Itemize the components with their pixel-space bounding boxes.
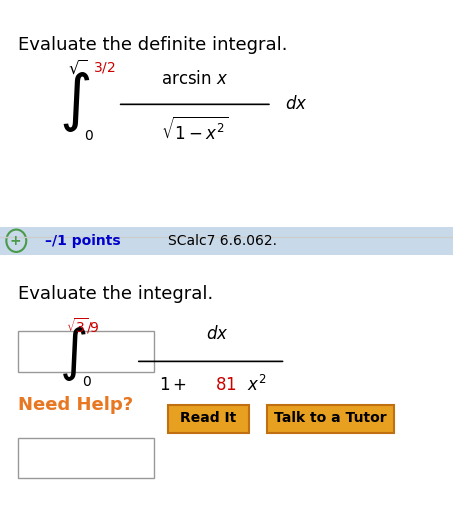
Text: Talk to a Tutor: Talk to a Tutor bbox=[275, 411, 387, 426]
Text: $x^2$: $x^2$ bbox=[247, 375, 266, 395]
Text: –/1 points: –/1 points bbox=[45, 234, 121, 248]
FancyBboxPatch shape bbox=[18, 331, 154, 372]
Text: $0$: $0$ bbox=[82, 375, 92, 389]
Text: Evaluate the integral.: Evaluate the integral. bbox=[18, 285, 213, 303]
FancyBboxPatch shape bbox=[0, 227, 453, 254]
Text: $dx$: $dx$ bbox=[206, 325, 229, 344]
Text: Evaluate the definite integral.: Evaluate the definite integral. bbox=[18, 36, 288, 53]
Text: Need Help?: Need Help? bbox=[18, 395, 133, 414]
Text: Read It: Read It bbox=[180, 411, 236, 426]
Text: +: + bbox=[9, 234, 21, 248]
Text: $dx$: $dx$ bbox=[285, 95, 308, 114]
Text: SCalc7 6.6.062.: SCalc7 6.6.062. bbox=[168, 234, 277, 248]
Text: $\sqrt{\,}$: $\sqrt{\,}$ bbox=[68, 60, 87, 78]
Text: $1 + $: $1 + $ bbox=[159, 376, 187, 394]
Text: $3/2$: $3/2$ bbox=[93, 60, 115, 75]
Text: $\sqrt{1-x^2}$: $\sqrt{1-x^2}$ bbox=[161, 116, 228, 144]
Text: $\int$: $\int$ bbox=[59, 70, 90, 134]
Text: $\arcsin\, x$: $\arcsin\, x$ bbox=[161, 70, 228, 88]
FancyBboxPatch shape bbox=[18, 438, 154, 478]
Text: $\int$: $\int$ bbox=[59, 325, 87, 383]
Text: $81$: $81$ bbox=[215, 376, 237, 394]
FancyBboxPatch shape bbox=[267, 405, 394, 433]
Text: $\sqrt{3}/9$: $\sqrt{3}/9$ bbox=[66, 316, 99, 335]
Text: $0$: $0$ bbox=[84, 129, 94, 144]
FancyBboxPatch shape bbox=[168, 405, 249, 433]
